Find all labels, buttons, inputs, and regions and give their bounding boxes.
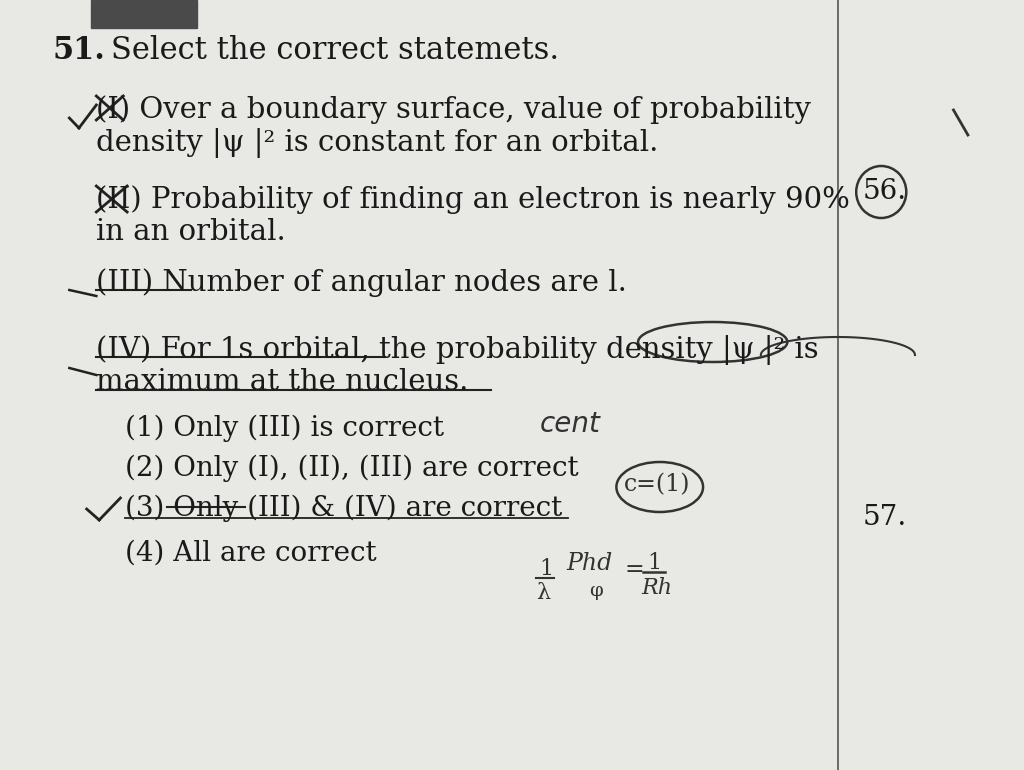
Text: Phd: Phd — [566, 552, 612, 575]
Text: 57.: 57. — [863, 504, 907, 531]
Text: (1) Only (III) is correct: (1) Only (III) is correct — [125, 415, 444, 442]
Text: =: = — [624, 558, 644, 581]
Text: 1: 1 — [540, 558, 553, 580]
Text: 56.: 56. — [863, 178, 907, 205]
Text: cent: cent — [540, 410, 600, 438]
Text: (4) All are correct: (4) All are correct — [125, 540, 377, 567]
Text: c=(1): c=(1) — [624, 473, 690, 496]
Text: 51.: 51. — [53, 35, 105, 66]
Bar — [91, 0, 198, 28]
Text: (I) Over a boundary surface, value of probability: (I) Over a boundary surface, value of pr… — [96, 95, 811, 124]
Text: φ: φ — [590, 582, 603, 600]
Text: λ: λ — [537, 582, 551, 604]
Text: (IV) For 1s orbital, the probability density |ψ |² is: (IV) For 1s orbital, the probability den… — [96, 335, 819, 365]
Text: (II) Probability of finding an electron is nearly 90%: (II) Probability of finding an electron … — [96, 185, 850, 214]
Text: Select the correct statemets.: Select the correct statemets. — [111, 35, 559, 66]
Text: density |ψ |² is constant for an orbital.: density |ψ |² is constant for an orbital… — [96, 128, 658, 158]
Text: maximum at the nucleus.: maximum at the nucleus. — [96, 368, 469, 396]
Text: Rh: Rh — [641, 577, 673, 599]
Text: (III) Number of angular nodes are l.: (III) Number of angular nodes are l. — [96, 268, 627, 296]
Text: 1: 1 — [647, 552, 662, 574]
Text: (2) Only (I), (II), (III) are correct: (2) Only (I), (II), (III) are correct — [125, 455, 579, 482]
Text: (3) Only (III) & (IV) are correct: (3) Only (III) & (IV) are correct — [125, 495, 562, 522]
Text: in an orbital.: in an orbital. — [96, 218, 286, 246]
